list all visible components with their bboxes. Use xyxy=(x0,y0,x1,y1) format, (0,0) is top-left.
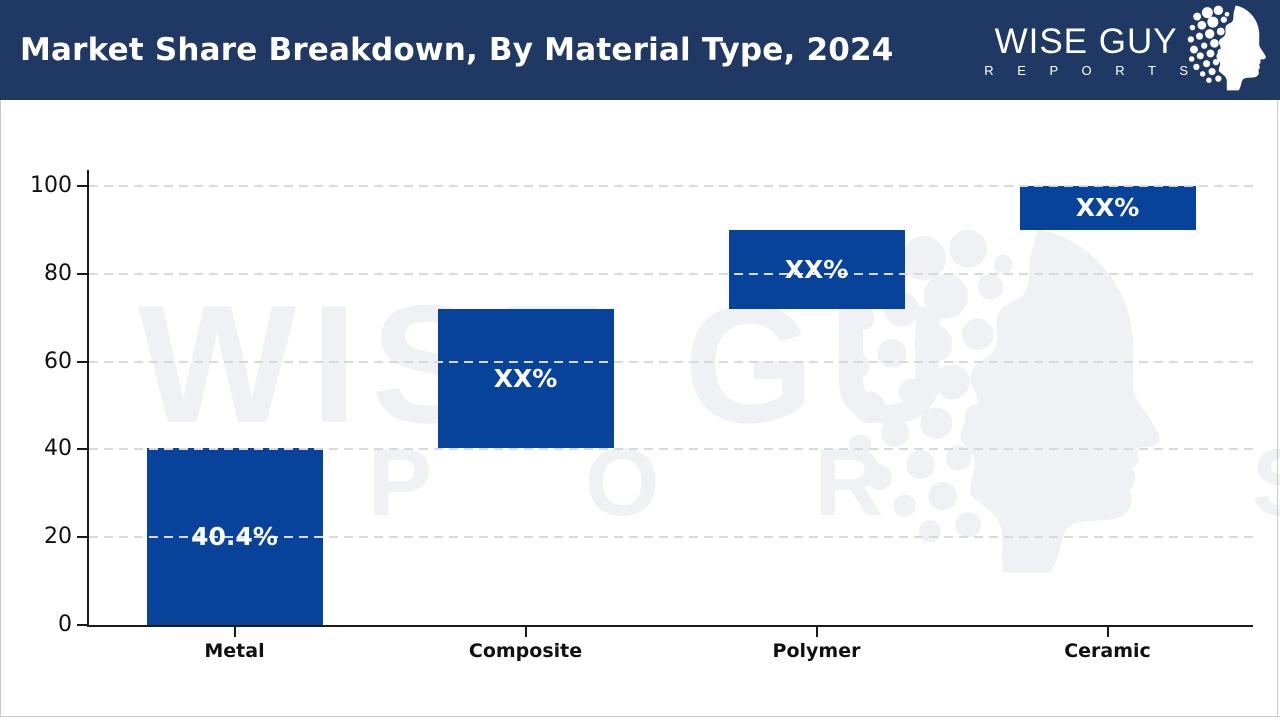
y-tick-mark xyxy=(77,448,87,451)
gridline xyxy=(89,448,1253,451)
frame-border-right xyxy=(1277,100,1278,716)
gridline xyxy=(89,360,1253,363)
brand-logo: WISE GUY R E P O R T S xyxy=(974,5,1270,92)
x-tick-label-ceramic: Ceramic xyxy=(1064,640,1151,662)
x-tick-mark xyxy=(233,627,236,637)
x-tick-label-metal: Metal xyxy=(204,640,265,662)
y-tick-label: 20 xyxy=(44,524,72,550)
bar-composite xyxy=(437,308,614,448)
gridline xyxy=(89,272,1253,275)
y-tick-label: 80 xyxy=(44,260,72,286)
app-header: Market Share Breakdown, By Material Type… xyxy=(0,0,1280,100)
bar-value-label: XX% xyxy=(784,254,849,284)
bar-value-label: XX% xyxy=(1075,193,1140,223)
bar-polymer xyxy=(728,229,905,309)
y-tick-label: 0 xyxy=(58,612,72,637)
frame-border-bottom xyxy=(0,716,1280,717)
bar-value-label: XX% xyxy=(493,363,558,393)
y-tick-mark xyxy=(77,185,87,187)
page-title: Market Share Breakdown, By Material Type… xyxy=(20,32,894,68)
y-tick-mark xyxy=(77,536,87,539)
y-tick-mark xyxy=(77,272,87,275)
y-tick-mark xyxy=(77,360,87,363)
gridline xyxy=(89,536,1253,539)
brand-subtitle-text: R E P O R T S xyxy=(984,62,1198,78)
gridline xyxy=(89,185,1253,187)
y-tick-label: 40 xyxy=(44,436,72,462)
x-tick-mark xyxy=(1106,627,1109,637)
y-tick-mark xyxy=(77,624,87,626)
bar-ceramic xyxy=(1019,186,1196,230)
frame-border-left xyxy=(0,100,1,716)
brand-wordmark: WISE GUY R E P O R T S xyxy=(974,24,1198,77)
x-tick-mark xyxy=(524,627,527,637)
x-axis-line xyxy=(87,625,1253,627)
y-axis-line xyxy=(87,170,89,627)
y-tick-label: 60 xyxy=(44,348,72,374)
y-tick-label: 100 xyxy=(30,173,72,198)
brand-face-icon xyxy=(1187,5,1266,91)
bar-value-label: 40.4% xyxy=(191,521,278,551)
x-tick-mark xyxy=(815,627,818,637)
plot-area: 0 20 40 60 80 100 40.4% Metal XX% Composite XX% Pol… xyxy=(0,100,1280,720)
brand-name-text: WISE GUY xyxy=(994,21,1178,61)
x-tick-label-polymer: Polymer xyxy=(772,640,861,662)
x-tick-label-composite: Composite xyxy=(468,640,583,662)
